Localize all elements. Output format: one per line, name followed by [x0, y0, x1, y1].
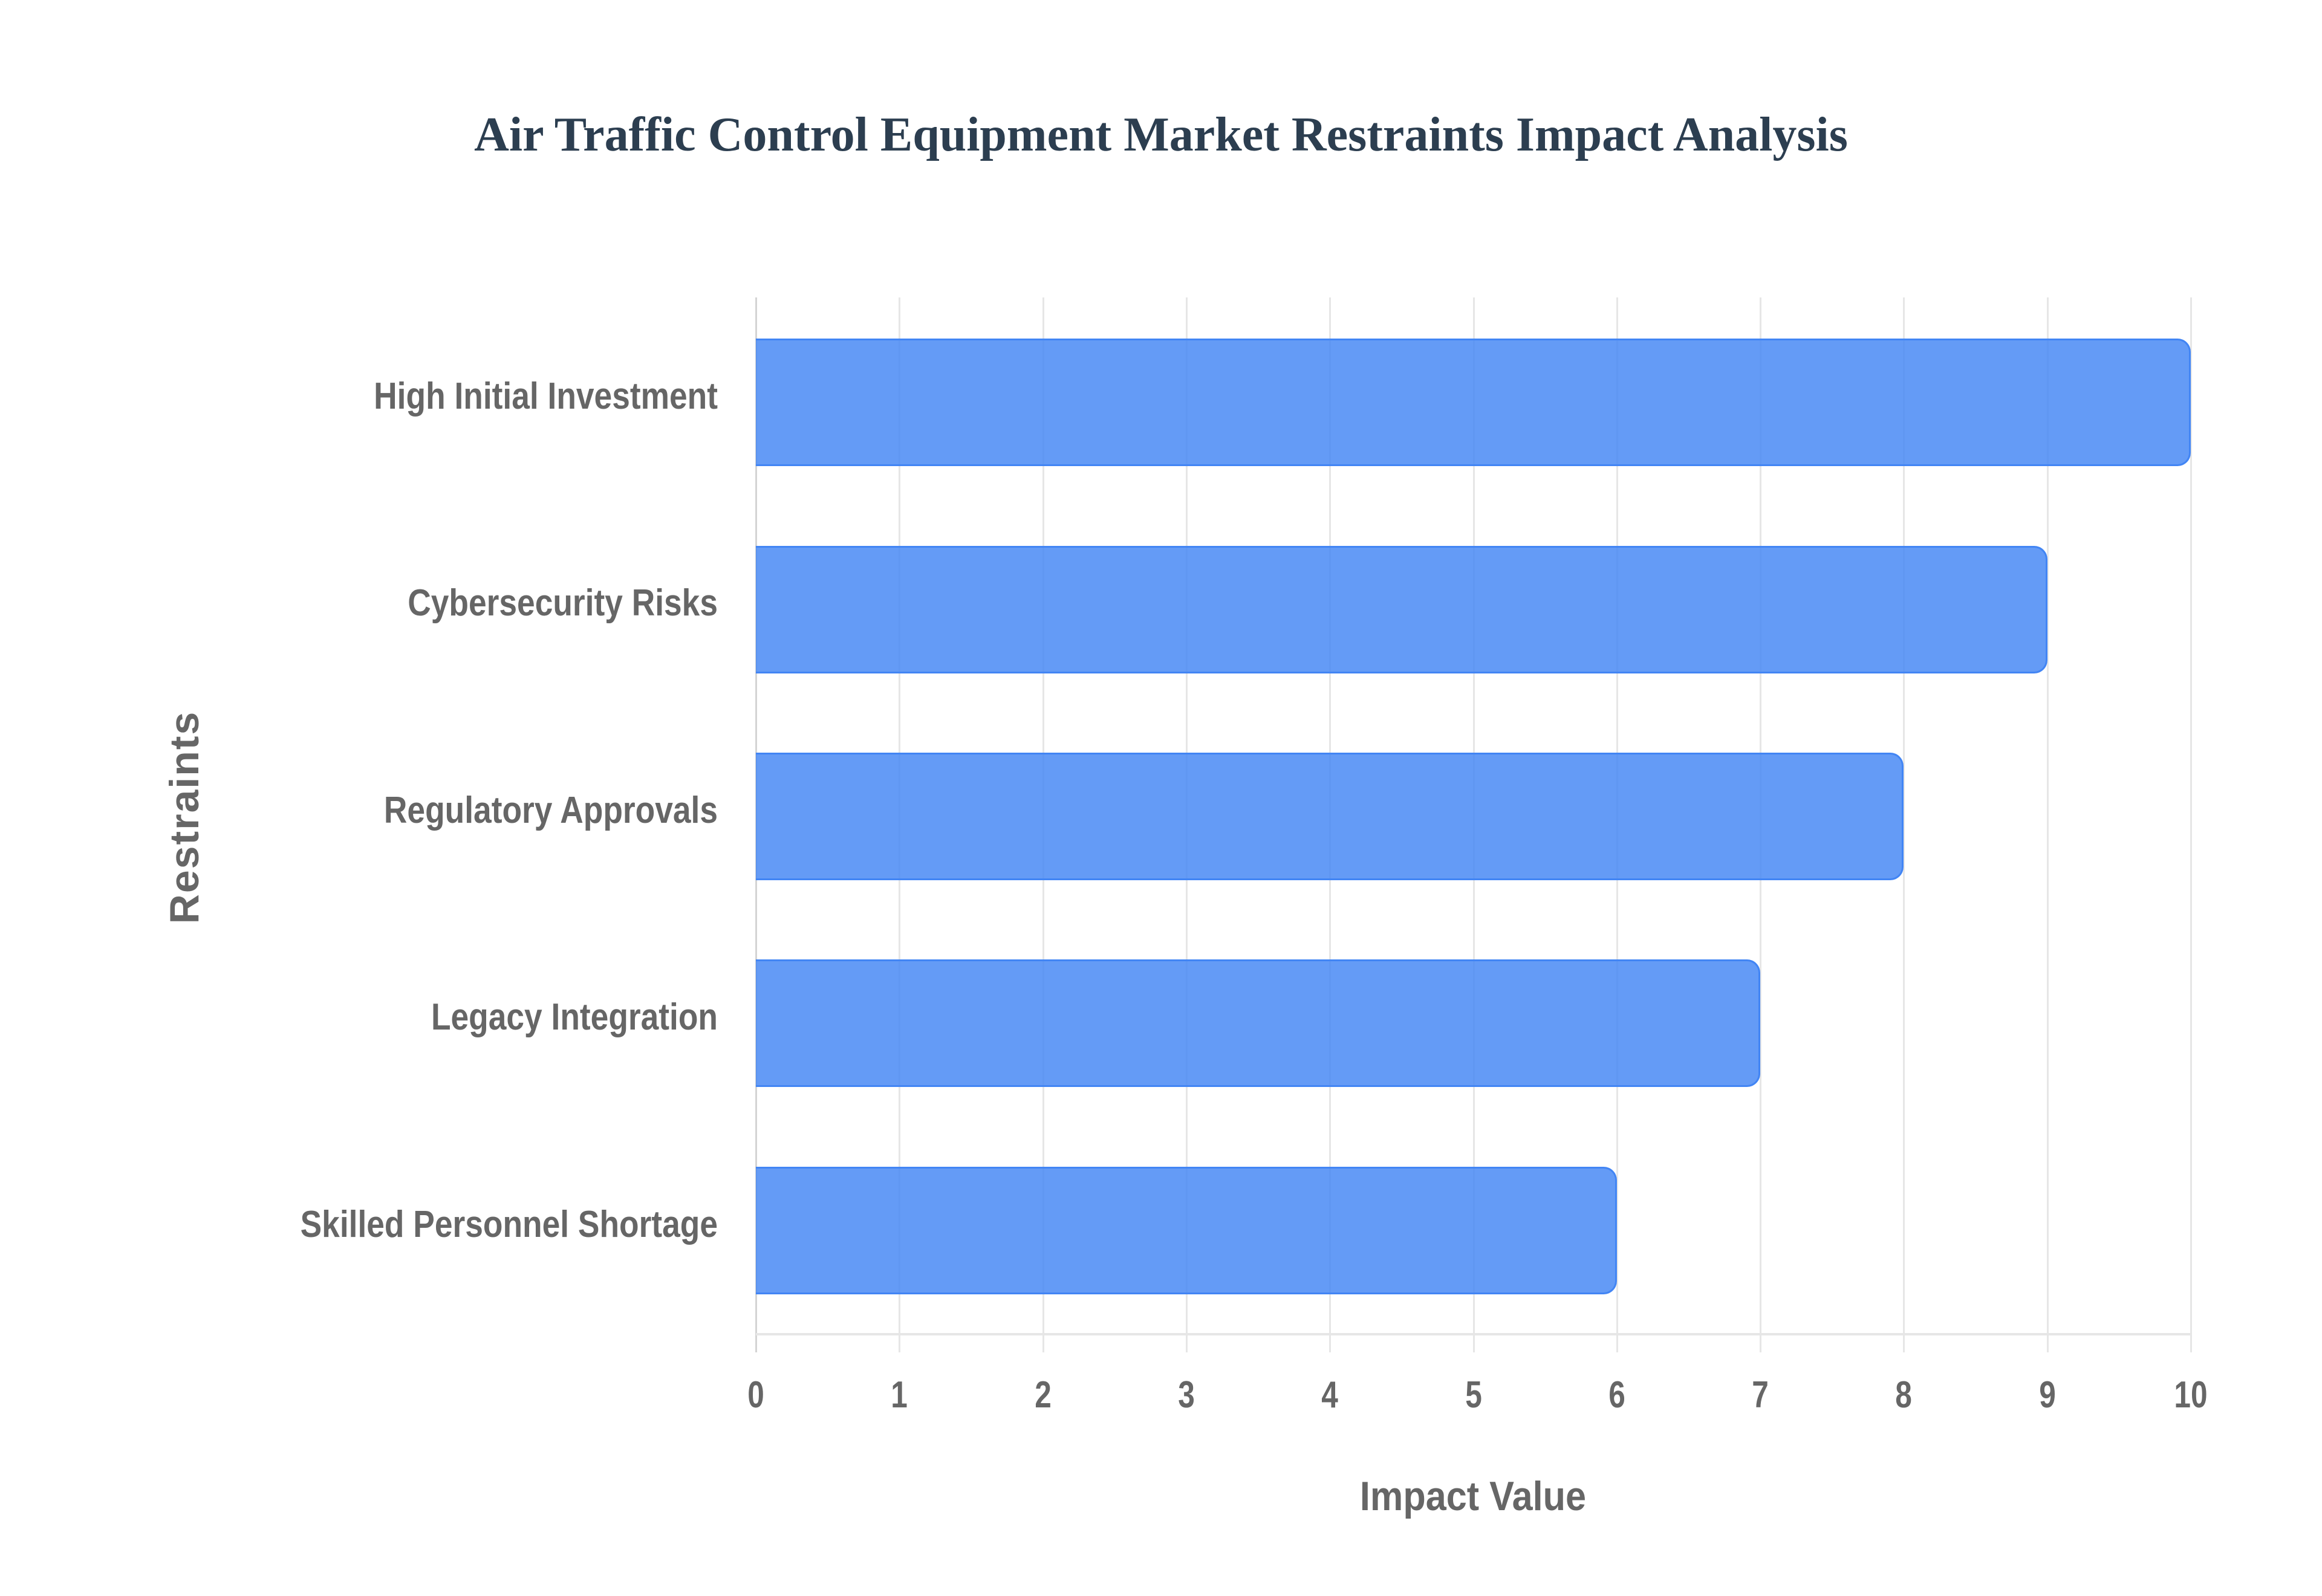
category-label: Regulatory Approvals: [383, 790, 718, 831]
x-tick-label: 5: [1465, 1374, 1482, 1416]
x-tick-label: 4: [1321, 1374, 1338, 1416]
category-label: High Initial Investment: [374, 375, 718, 417]
category-label: Skilled Personnel Shortage: [300, 1204, 718, 1245]
gridline-8: [1903, 297, 1905, 1352]
category-label: Cybersecurity Risks: [408, 582, 718, 624]
x-tick-label: 6: [1608, 1374, 1625, 1416]
x-tick-label: 0: [747, 1374, 764, 1416]
x-axis-line: [756, 1333, 2191, 1335]
x-tick-label: 2: [1034, 1374, 1052, 1416]
gridline-10: [2190, 297, 2192, 1352]
x-tick-label: 7: [1752, 1374, 1769, 1416]
bar-cybersecurity-risks[interactable]: [756, 546, 2047, 673]
category-label: Legacy Integration: [431, 996, 718, 1038]
bar-skilled-personnel-shortage[interactable]: [756, 1167, 1617, 1294]
x-tick-label: 3: [1178, 1374, 1195, 1416]
x-tick-label: 1: [891, 1374, 908, 1416]
gridline-9: [2046, 297, 2049, 1352]
x-axis-title: Impact Value: [1359, 1473, 1587, 1519]
x-tick-label: 10: [2174, 1374, 2208, 1416]
x-tick-label: 9: [2038, 1374, 2056, 1416]
plot-area: [755, 297, 2192, 1352]
bar-high-initial-investment[interactable]: [756, 339, 2191, 466]
chart-title: Air Traffic Control Equipment Market Res…: [474, 108, 1848, 161]
x-tick-label: 8: [1895, 1374, 1913, 1416]
bar-regulatory-approvals[interactable]: [756, 753, 1904, 880]
bar-legacy-integration[interactable]: [756, 959, 1761, 1087]
